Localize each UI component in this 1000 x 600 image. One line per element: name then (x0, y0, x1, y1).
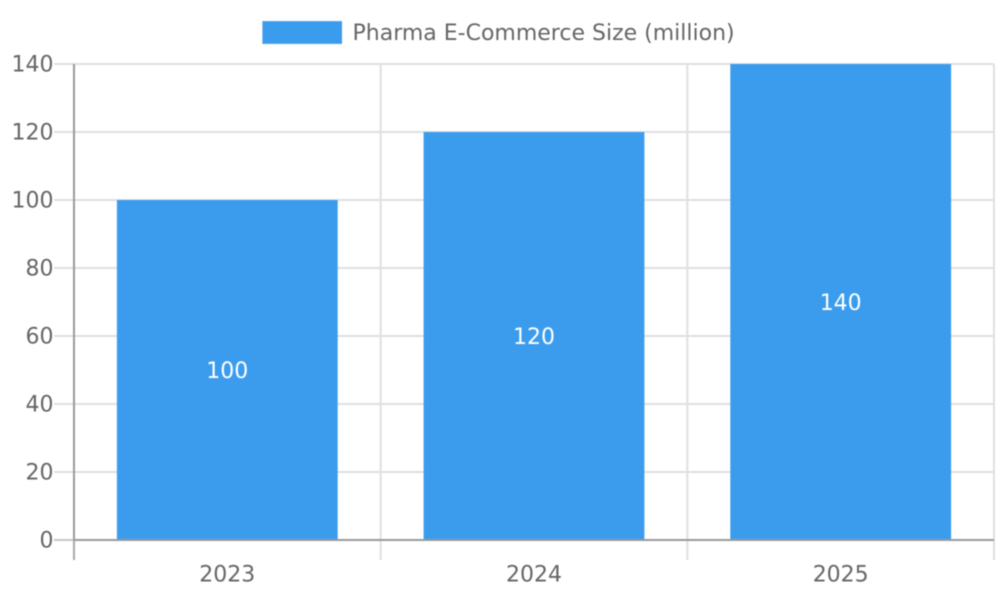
svg-text:140: 140 (12, 53, 54, 78)
svg-text:40: 40 (26, 393, 54, 418)
svg-text:120: 120 (513, 325, 555, 350)
svg-text:2024: 2024 (506, 562, 562, 587)
svg-text:100: 100 (12, 189, 54, 214)
svg-text:20: 20 (26, 461, 54, 486)
svg-text:80: 80 (26, 257, 54, 282)
svg-text:2023: 2023 (199, 562, 255, 587)
svg-text:Pharma E-Commerce Size (millio: Pharma E-Commerce Size (million) (353, 21, 735, 46)
svg-text:100: 100 (206, 359, 248, 384)
svg-text:140: 140 (820, 291, 862, 316)
svg-text:120: 120 (12, 121, 54, 146)
svg-text:2025: 2025 (813, 562, 869, 587)
svg-text:60: 60 (26, 325, 54, 350)
svg-text:0: 0 (40, 529, 54, 554)
